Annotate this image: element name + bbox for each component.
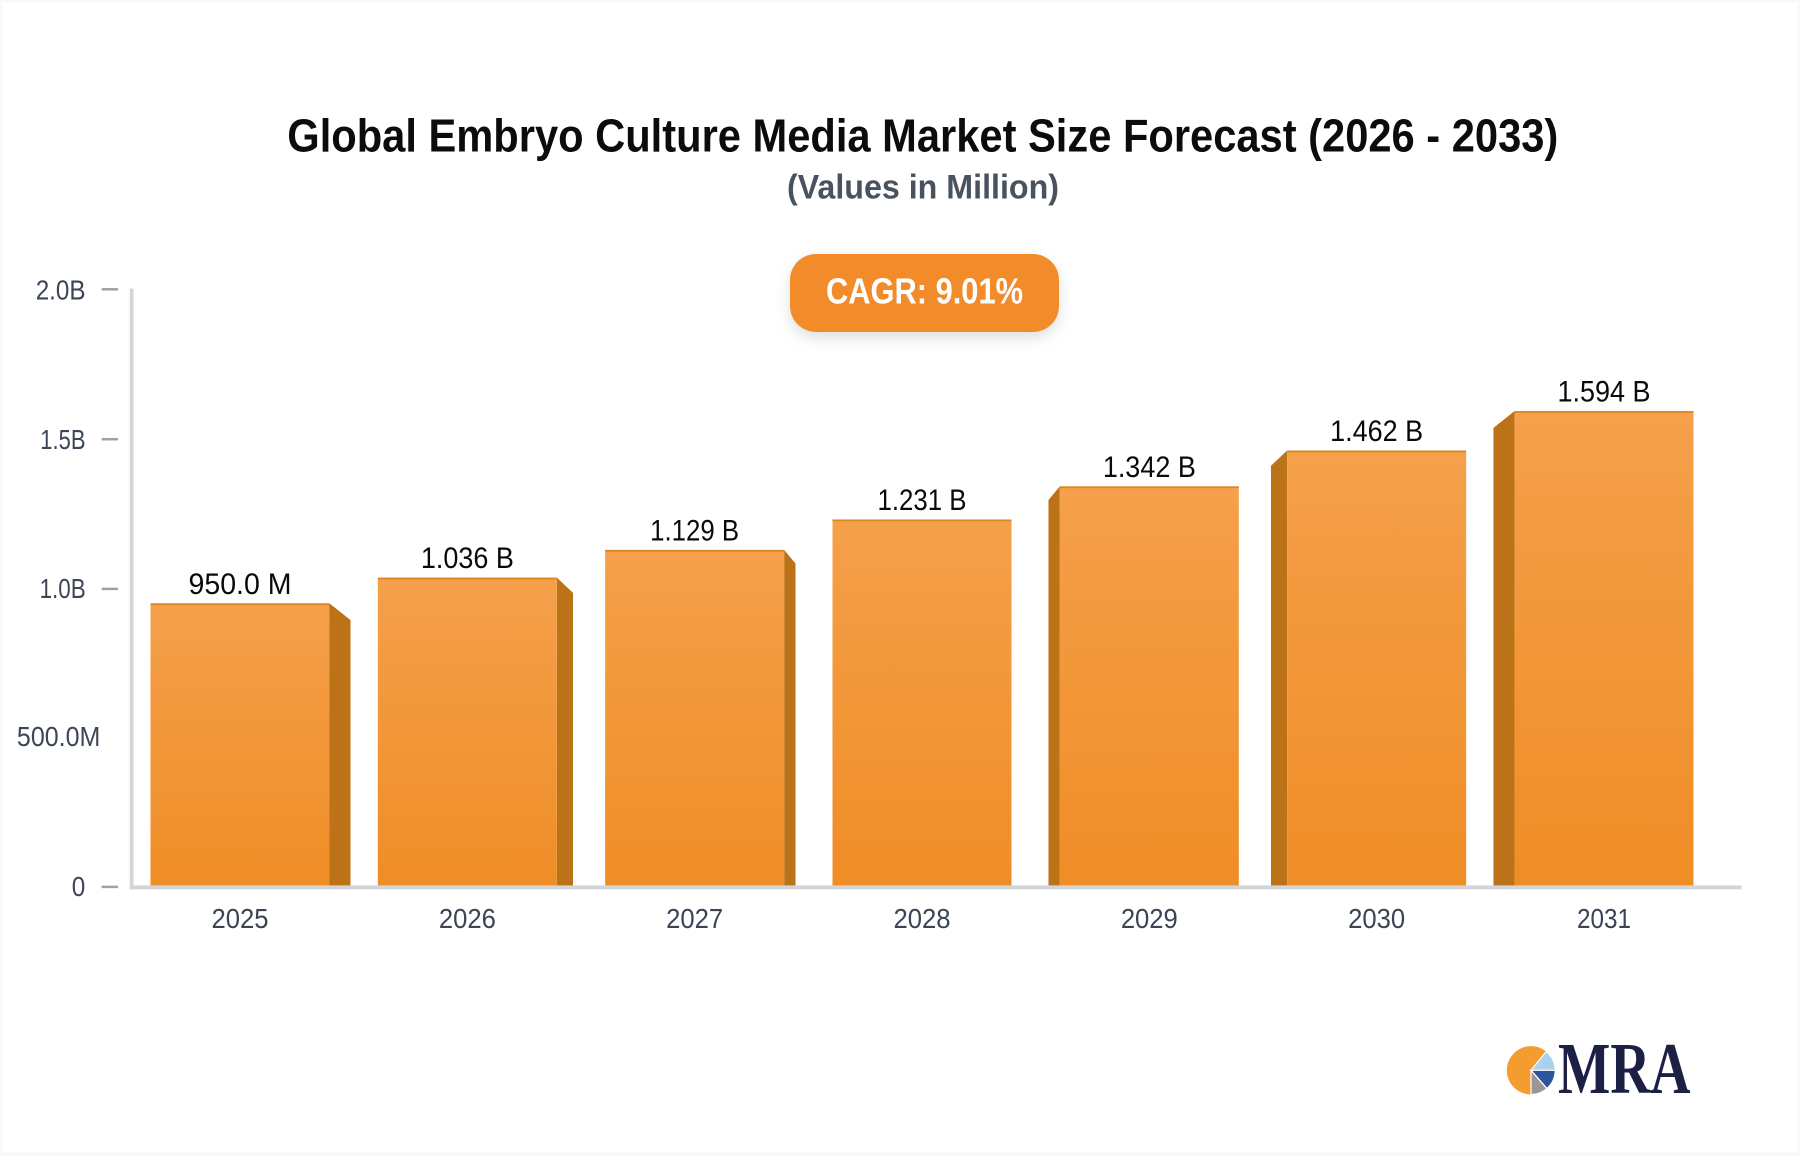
svg-text:1.231 B: 1.231 B	[877, 484, 966, 517]
svg-text:500.0M: 500.0M	[17, 721, 101, 752]
svg-text:2026: 2026	[439, 903, 496, 934]
svg-text:2028: 2028	[893, 903, 950, 934]
svg-text:2027: 2027	[666, 903, 723, 934]
svg-text:1.129 B: 1.129 B	[650, 514, 739, 547]
svg-text:2031: 2031	[1577, 903, 1631, 934]
svg-text:2030: 2030	[1348, 903, 1405, 934]
svg-text:1.594 B: 1.594 B	[1557, 376, 1650, 409]
svg-text:1.342 B: 1.342 B	[1103, 451, 1196, 484]
svg-text:1.5B: 1.5B	[40, 424, 85, 455]
svg-text:950.0 M: 950.0 M	[189, 568, 292, 601]
svg-text:Global Embryo Culture Media Ma: Global Embryo Culture Media Market Size …	[287, 109, 1558, 161]
svg-text:CAGR: 9.01%: CAGR: 9.01%	[826, 271, 1023, 312]
svg-text:2.0B: 2.0B	[36, 275, 86, 306]
svg-text:1.036 B: 1.036 B	[421, 542, 514, 575]
svg-text:2025: 2025	[212, 903, 269, 934]
svg-text:1.0B: 1.0B	[40, 573, 86, 604]
svg-text:MRA: MRA	[1558, 1028, 1691, 1109]
svg-text:0: 0	[72, 871, 86, 902]
svg-text:1.462 B: 1.462 B	[1330, 415, 1423, 448]
svg-text:2029: 2029	[1121, 903, 1178, 934]
svg-text:(Values in Million): (Values in Million)	[787, 169, 1059, 207]
